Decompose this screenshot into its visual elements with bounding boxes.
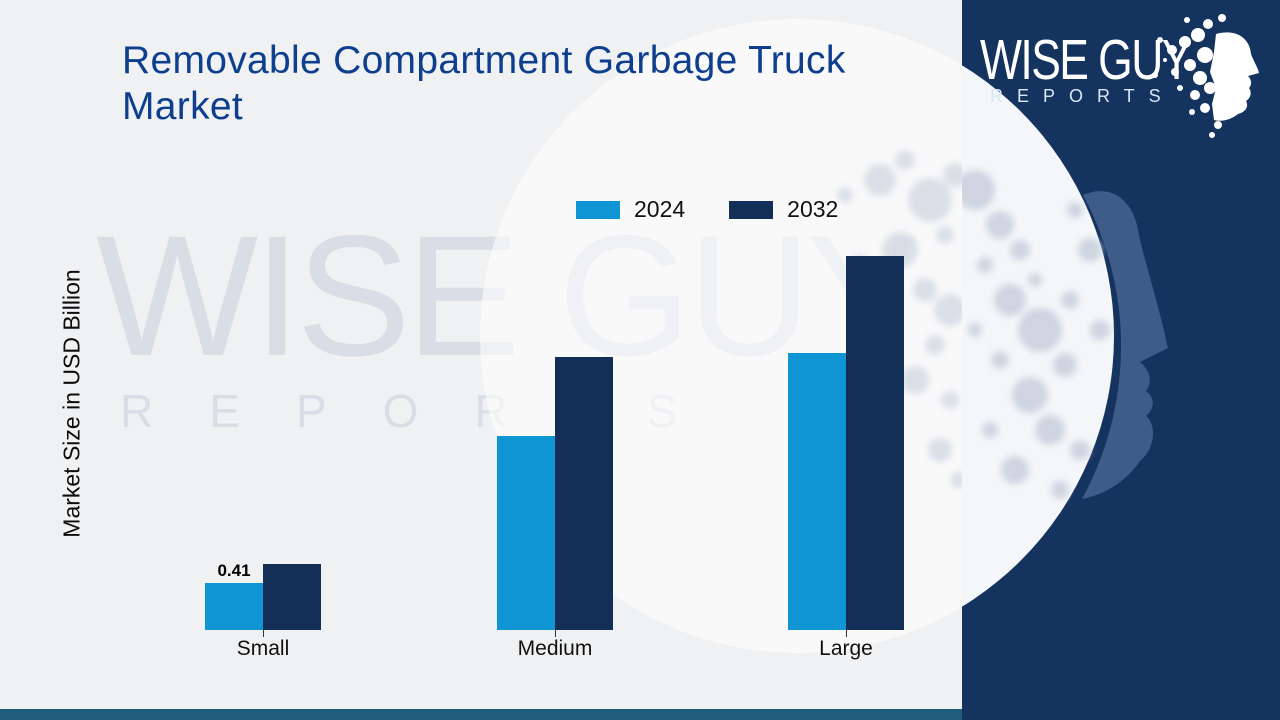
category-label-medium: Medium bbox=[517, 637, 593, 660]
legend-item-2024: 2024 bbox=[576, 196, 685, 223]
legend-swatch-2024 bbox=[576, 200, 620, 219]
legend-label-2024: 2024 bbox=[634, 196, 686, 222]
legend-label-2032: 2032 bbox=[787, 196, 839, 222]
x-axis-tick bbox=[555, 630, 556, 637]
chart-legend: 2024 2032 bbox=[576, 196, 838, 223]
category-label-large: Large bbox=[819, 637, 873, 660]
bottom-accent-strip bbox=[0, 709, 962, 720]
bar-value-label: 0.41 bbox=[217, 561, 251, 580]
panel-dot-texture bbox=[962, 170, 1110, 499]
category-label-small: Small bbox=[236, 637, 290, 660]
brand-logo-sub: REPORTS bbox=[990, 86, 1175, 106]
bar-large-2024 bbox=[788, 353, 846, 630]
x-axis-tick bbox=[263, 630, 264, 637]
bar-medium-2032 bbox=[555, 357, 613, 630]
brand-panel-art bbox=[962, 14, 1259, 607]
y-axis-label: Market Size in USD Billion bbox=[58, 269, 85, 538]
legend-item-2032: 2032 bbox=[729, 196, 838, 223]
bar-medium-2024 bbox=[497, 436, 555, 630]
brand-logo-name: WISE GUY bbox=[980, 28, 1191, 92]
brand-panel: WISE GUY REPORTS bbox=[962, 0, 1280, 720]
bar-small-2024 bbox=[205, 583, 263, 630]
logo-face-icon bbox=[1152, 14, 1259, 138]
face-silhouette bbox=[1082, 191, 1168, 499]
x-axis-tick bbox=[846, 630, 847, 637]
dot-texture bbox=[837, 150, 967, 488]
bar-large-2032 bbox=[846, 256, 904, 630]
page-title: Removable Compartment Garbage Truck Mark… bbox=[122, 39, 846, 128]
legend-swatch-2032 bbox=[729, 200, 774, 219]
bar-small-2032 bbox=[263, 564, 321, 630]
